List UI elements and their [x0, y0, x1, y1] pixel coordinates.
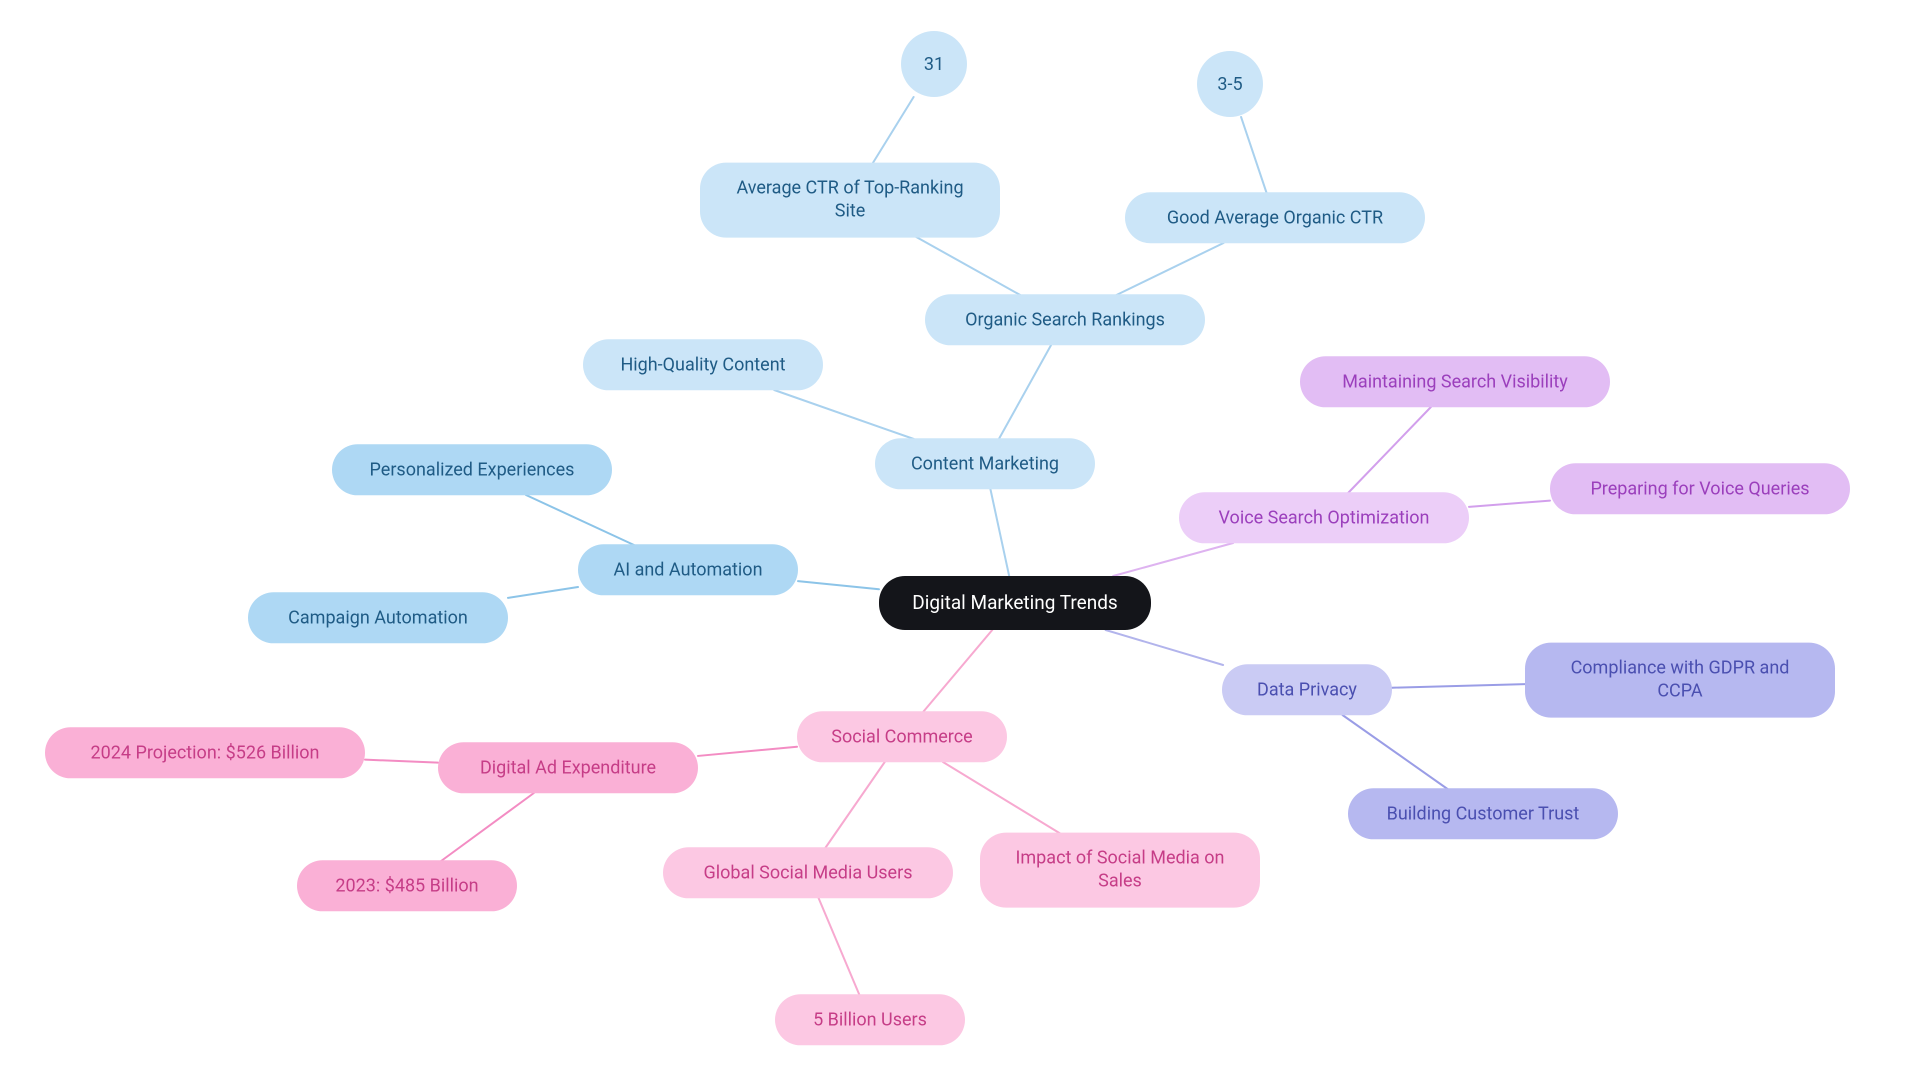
edge-globalUsers-fiveB	[819, 898, 860, 995]
edge-content-organic	[999, 345, 1051, 439]
node-social: Social Commerce	[797, 711, 1007, 762]
edge-social-adExp	[698, 747, 797, 756]
node-ctrTop: Average CTR of Top-Ranking Site	[700, 163, 1000, 238]
node-adExp: Digital Ad Expenditure	[438, 742, 698, 793]
edge-privacy-trust	[1342, 715, 1447, 789]
node-c35: 3-5	[1197, 51, 1263, 117]
node-globalUsers: Global Social Media Users	[663, 847, 953, 898]
node-visibility: Maintaining Search Visibility	[1300, 356, 1610, 407]
edge-social-globalUsers	[825, 762, 884, 848]
node-personalized: Personalized Experiences	[332, 444, 612, 495]
edge-root-ai	[798, 581, 879, 589]
edge-adExp-proj2024	[365, 760, 438, 763]
node-fiveB: 5 Billion Users	[775, 994, 965, 1045]
node-content: Content Marketing	[875, 438, 1095, 489]
node-hqContent: High-Quality Content	[583, 339, 823, 390]
edge-ai-automation	[508, 587, 578, 598]
edge-root-social	[923, 630, 992, 712]
edge-social-impact	[943, 762, 1063, 835]
edge-organic-ctrTop	[913, 235, 1021, 295]
node-organic: Organic Search Rankings	[925, 294, 1205, 345]
edge-privacy-gdpr	[1392, 684, 1525, 688]
edge-content-hqContent	[774, 390, 914, 439]
edge-adExp-y2023	[441, 793, 534, 861]
node-proj2024: 2024 Projection: $526 Billion	[45, 727, 365, 778]
node-voiceQueries: Preparing for Voice Queries	[1550, 463, 1850, 514]
node-privacy: Data Privacy	[1222, 664, 1392, 715]
edge-root-privacy	[1106, 630, 1223, 665]
node-goodCtr: Good Average Organic CTR	[1125, 192, 1425, 243]
edge-voice-visibility	[1348, 407, 1431, 493]
node-voice: Voice Search Optimization	[1179, 492, 1469, 543]
edge-goodCtr-c35	[1241, 117, 1267, 193]
edge-voice-voiceQueries	[1469, 501, 1550, 507]
edge-root-content	[990, 489, 1009, 576]
node-trust: Building Customer Trust	[1348, 788, 1618, 839]
node-gdpr: Compliance with GDPR and CCPA	[1525, 643, 1835, 718]
node-y2023: 2023: $485 Billion	[297, 860, 517, 911]
edge-ai-personalized	[526, 495, 634, 545]
node-automation: Campaign Automation	[248, 592, 508, 643]
node-root: Digital Marketing Trends	[879, 576, 1151, 630]
edge-organic-goodCtr	[1116, 243, 1223, 295]
node-c31: 31	[901, 31, 967, 97]
node-impact: Impact of Social Media on Sales	[980, 833, 1260, 908]
node-ai: AI and Automation	[578, 544, 798, 595]
edge-ctrTop-c31	[872, 97, 914, 165]
edge-root-voice	[1113, 543, 1233, 576]
